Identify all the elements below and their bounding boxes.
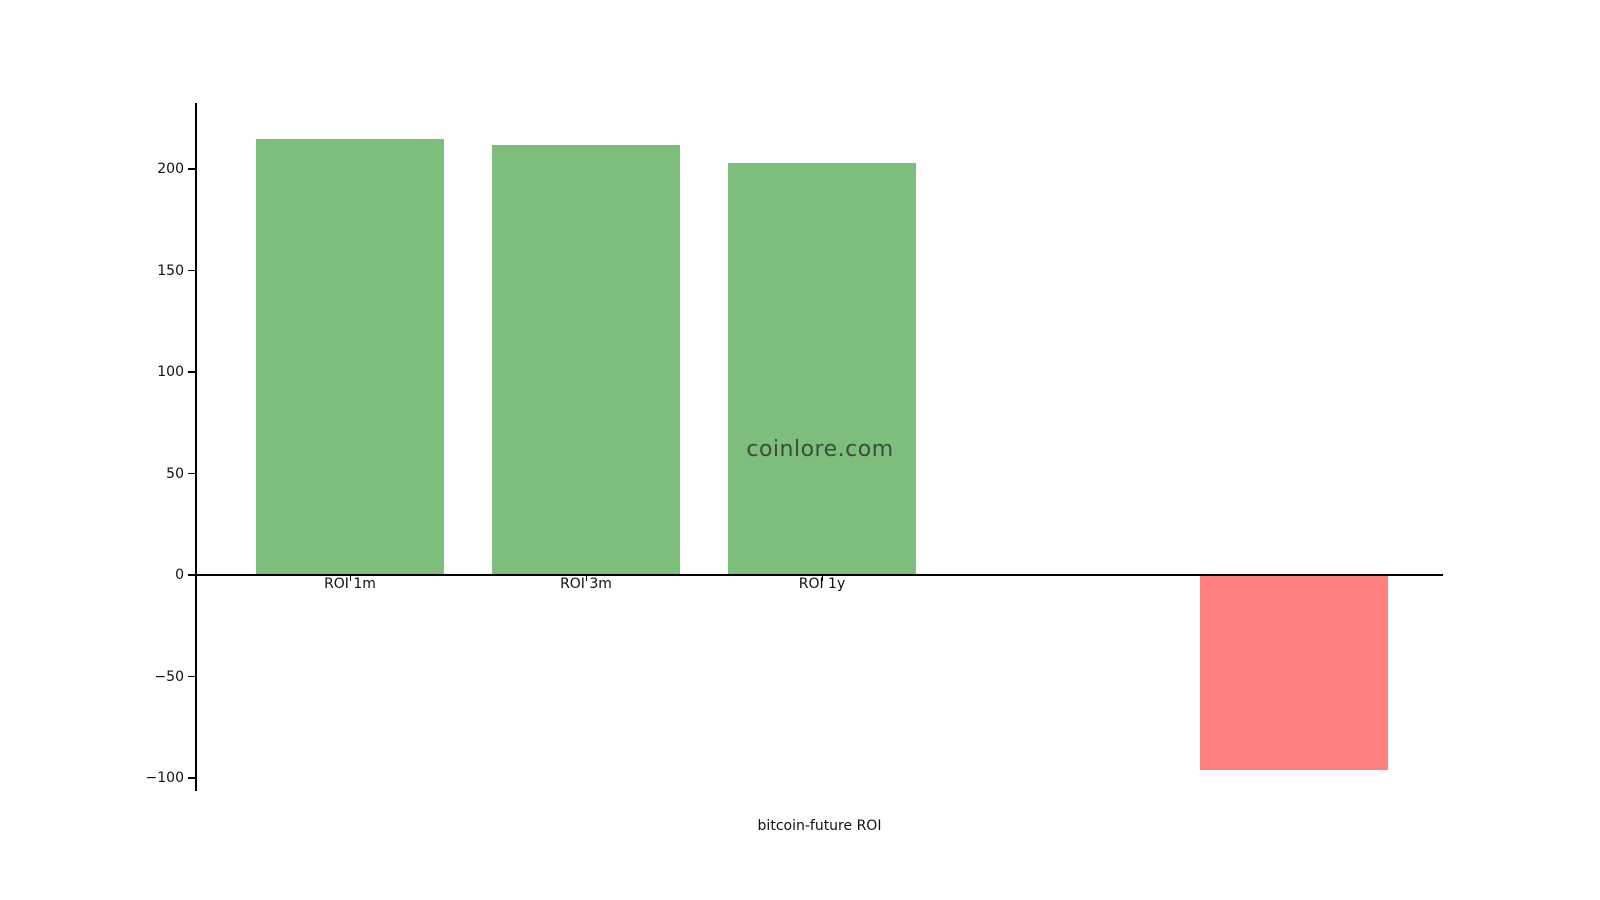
y-tick-mark xyxy=(188,371,196,373)
y-tick-label: 100 xyxy=(157,364,184,380)
x-tick-mark xyxy=(821,575,823,581)
y-tick-label: 150 xyxy=(157,262,184,279)
chart-bar-roi-1y xyxy=(728,162,916,575)
y-tick-label: 200 xyxy=(157,161,184,177)
y-tick-mark xyxy=(188,675,196,678)
y-tick-mark xyxy=(188,777,196,779)
x-tick-mark xyxy=(349,575,351,581)
chart-bar-negative xyxy=(1200,575,1388,770)
x-tick-label: ROI 1y xyxy=(798,576,846,592)
y-axis-spine xyxy=(195,103,197,791)
y-tick-label: −100 xyxy=(145,770,184,786)
y-tick-mark xyxy=(188,269,196,272)
y-tick-mark xyxy=(188,574,196,576)
chart-bar-roi-1m xyxy=(256,138,444,575)
x-tick-label: ROI 1m xyxy=(324,576,376,592)
y-tick-mark xyxy=(188,472,196,475)
y-tick-label: −50 xyxy=(154,668,184,685)
y-tick-label: 0 xyxy=(175,567,184,583)
chart-xlabel: bitcoin-future ROI xyxy=(757,818,882,834)
chart-bar-roi-3m xyxy=(492,144,680,575)
watermark-text: coinlore.com xyxy=(746,437,894,462)
x-tick-label: ROI 3m xyxy=(560,576,612,592)
y-tick-label: 50 xyxy=(166,465,184,482)
y-tick-mark xyxy=(188,168,196,170)
x-tick-mark xyxy=(585,575,587,581)
x-axis-zero-line xyxy=(196,574,1443,576)
